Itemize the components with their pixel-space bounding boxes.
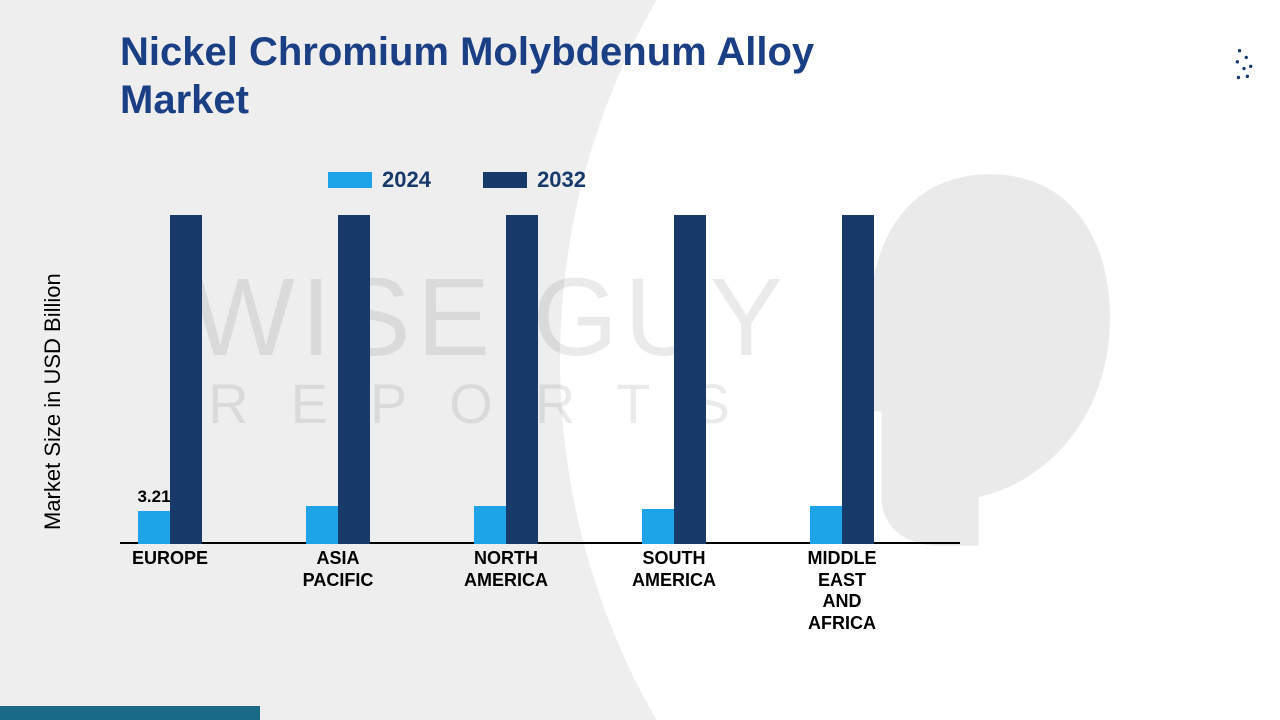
legend-swatch-2024 xyxy=(328,172,372,188)
category-label: EUROPE xyxy=(95,548,245,570)
bar-2032 xyxy=(506,215,538,544)
bar-2032 xyxy=(842,215,874,544)
bar-2024 xyxy=(474,506,506,544)
bar-2024: 3.21 xyxy=(138,511,170,545)
legend-label-2032: 2032 xyxy=(537,167,586,193)
bar-2024 xyxy=(642,509,674,544)
category-label: NORTHAMERICA xyxy=(431,548,581,591)
brand-subtitle: R E P O R T S xyxy=(978,71,1202,107)
category-label: SOUTHAMERICA xyxy=(599,548,749,591)
category-label: MIDDLEEASTANDAFRICA xyxy=(767,548,917,634)
bar-2032 xyxy=(170,215,202,544)
bar-2032 xyxy=(674,215,706,544)
bar-2024 xyxy=(810,506,842,544)
bar-2032 xyxy=(338,215,370,544)
bar-2024 xyxy=(306,506,338,544)
category-label: ASIAPACIFIC xyxy=(263,548,413,591)
bar-value-label: 3.21 xyxy=(137,487,170,507)
chart-card: WISE GUY REPORTS Nickel Chromium Molybde… xyxy=(0,0,1280,720)
legend: 2024 2032 xyxy=(0,166,960,193)
legend-swatch-2032 xyxy=(483,172,527,188)
legend-label-2024: 2024 xyxy=(382,167,431,193)
brand-head-icon xyxy=(1204,34,1264,112)
brand-logo: WISE GUY R E P O R T S xyxy=(978,28,1258,128)
y-axis-label: Market Size in USD Billion xyxy=(40,273,66,530)
footer-accent-bar xyxy=(0,706,260,720)
plot-area: 3.21 xyxy=(120,210,960,544)
chart-title: Nickel Chromium Molybdenum Alloy Market xyxy=(120,28,840,124)
